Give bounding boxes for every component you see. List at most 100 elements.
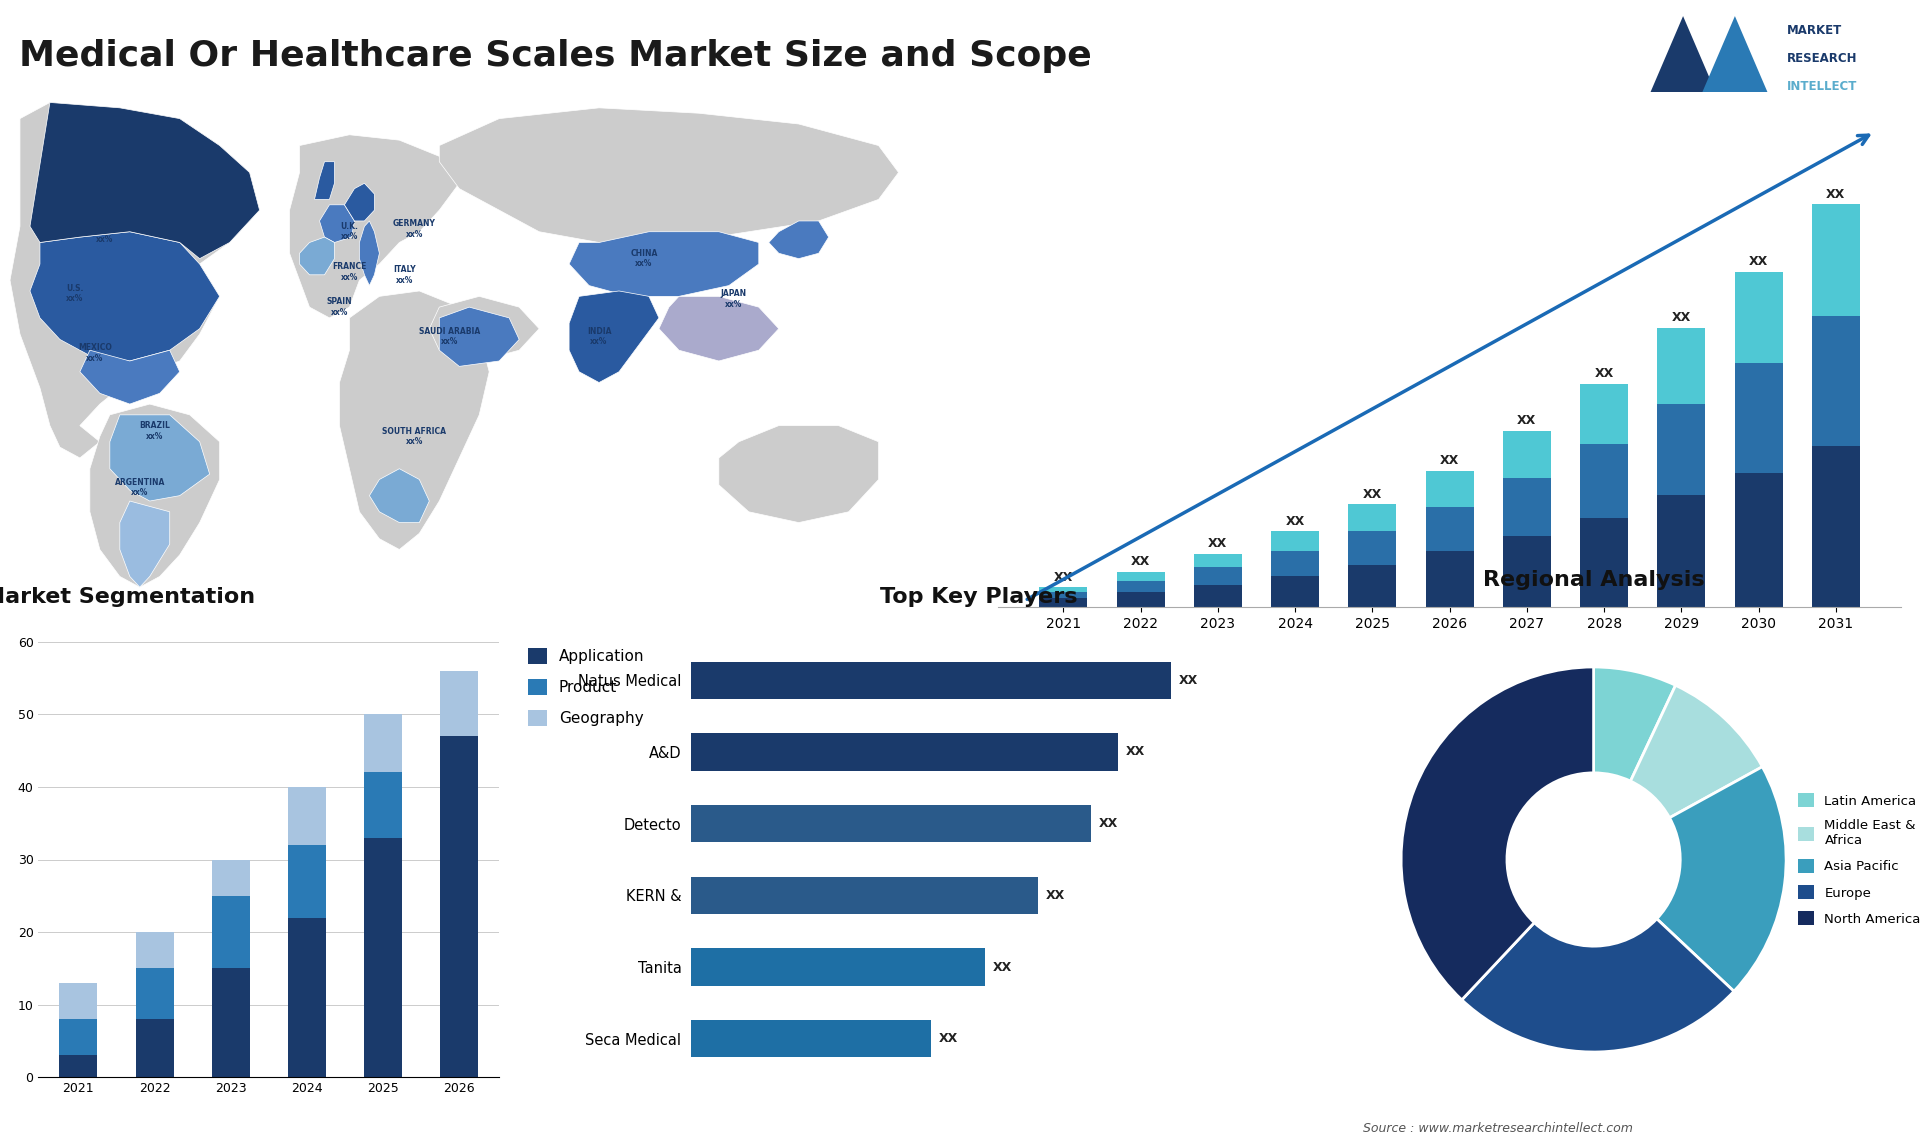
Bar [1271,532,1319,551]
Polygon shape [109,415,209,501]
Bar [60,1055,98,1077]
Wedge shape [1461,919,1734,1052]
Bar [288,787,326,845]
Bar [1503,478,1551,536]
Bar [211,860,250,896]
Text: XX: XX [1363,488,1382,501]
Polygon shape [768,221,829,259]
Bar [1117,591,1165,607]
Bar [1812,204,1860,316]
Text: XX: XX [1672,311,1692,324]
Text: Regional Analysis: Regional Analysis [1482,570,1705,590]
Text: GERMANY
xx%: GERMANY xx% [394,219,436,238]
Text: ARGENTINA
xx%: ARGENTINA xx% [115,478,165,497]
Text: XX: XX [1826,188,1845,201]
Text: SAUDI ARABIA
xx%: SAUDI ARABIA xx% [419,327,480,346]
Bar [691,733,1117,770]
Text: XX: XX [1749,256,1768,268]
Text: XX: XX [1046,889,1066,902]
Text: XX: XX [1098,817,1119,830]
Bar [365,838,401,1077]
Text: XX: XX [1440,454,1459,468]
Polygon shape [81,351,180,405]
Text: XX: XX [1131,555,1150,568]
Bar [1503,431,1551,478]
Text: XX: XX [1208,537,1227,550]
Bar [1427,507,1473,551]
Text: ITALY
xx%: ITALY xx% [394,265,415,284]
Polygon shape [90,405,219,587]
Bar [1271,576,1319,607]
Text: XX: XX [1125,745,1144,759]
Text: Market Segmentation: Market Segmentation [0,587,255,607]
Bar [136,932,173,968]
Wedge shape [1657,767,1786,991]
Bar [1271,551,1319,576]
Bar [1194,567,1242,584]
Bar [691,1020,931,1058]
Bar [1194,554,1242,567]
Text: INDIA
xx%: INDIA xx% [588,327,611,346]
Bar [1427,551,1473,607]
Polygon shape [290,135,459,317]
Text: SPAIN
xx%: SPAIN xx% [326,298,351,316]
Polygon shape [340,291,490,549]
Text: XX: XX [939,1033,958,1045]
Bar [136,1019,173,1077]
Text: XX: XX [1179,674,1198,686]
Polygon shape [568,231,758,297]
Bar [1734,272,1782,363]
Polygon shape [659,297,780,361]
Polygon shape [359,221,380,285]
Polygon shape [300,237,334,275]
Text: FRANCE
xx%: FRANCE xx% [332,262,367,282]
Bar [1117,572,1165,581]
Bar [1117,581,1165,591]
Text: SOUTH AFRICA
xx%: SOUTH AFRICA xx% [382,426,445,446]
Bar [288,845,326,918]
Polygon shape [315,162,334,199]
Bar [1580,384,1628,444]
Text: CANADA
xx%: CANADA xx% [86,225,123,244]
Text: INTELLECT: INTELLECT [1788,80,1857,93]
Text: U.S.
xx%: U.S. xx% [65,284,84,304]
Wedge shape [1594,667,1676,782]
Text: BRAZIL
xx%: BRAZIL xx% [140,422,171,441]
Wedge shape [1630,685,1763,818]
Polygon shape [1699,16,1770,101]
Bar [365,772,401,838]
Bar [365,714,401,772]
Bar [1812,316,1860,446]
Text: Source : www.marketresearchintellect.com: Source : www.marketresearchintellect.com [1363,1122,1632,1135]
Bar [1427,471,1473,507]
Text: RESEARCH: RESEARCH [1788,52,1857,65]
Polygon shape [119,501,169,587]
Text: XX: XX [1517,414,1536,427]
Bar [691,804,1091,842]
Bar [691,949,985,986]
Bar [1348,504,1396,532]
Text: MEXICO
xx%: MEXICO xx% [79,343,111,362]
Polygon shape [440,307,518,367]
Bar [1039,587,1087,591]
Bar [1657,328,1705,403]
Bar [136,968,173,1019]
Polygon shape [369,469,430,523]
Bar [1734,363,1782,473]
Polygon shape [31,102,259,259]
Polygon shape [10,102,259,458]
Bar [1194,584,1242,607]
Bar [1580,444,1628,518]
Polygon shape [430,297,540,361]
Bar [288,918,326,1077]
Bar [1734,473,1782,607]
Text: JAPAN
xx%: JAPAN xx% [720,289,747,308]
Polygon shape [718,425,879,523]
Polygon shape [31,231,219,361]
Text: XX: XX [1054,571,1073,583]
Polygon shape [319,205,355,243]
Text: Medical Or Healthcare Scales Market Size and Scope: Medical Or Healthcare Scales Market Size… [19,39,1092,72]
Text: XX: XX [993,960,1012,974]
Bar [1657,403,1705,495]
Text: U.K.
xx%: U.K. xx% [340,222,359,242]
